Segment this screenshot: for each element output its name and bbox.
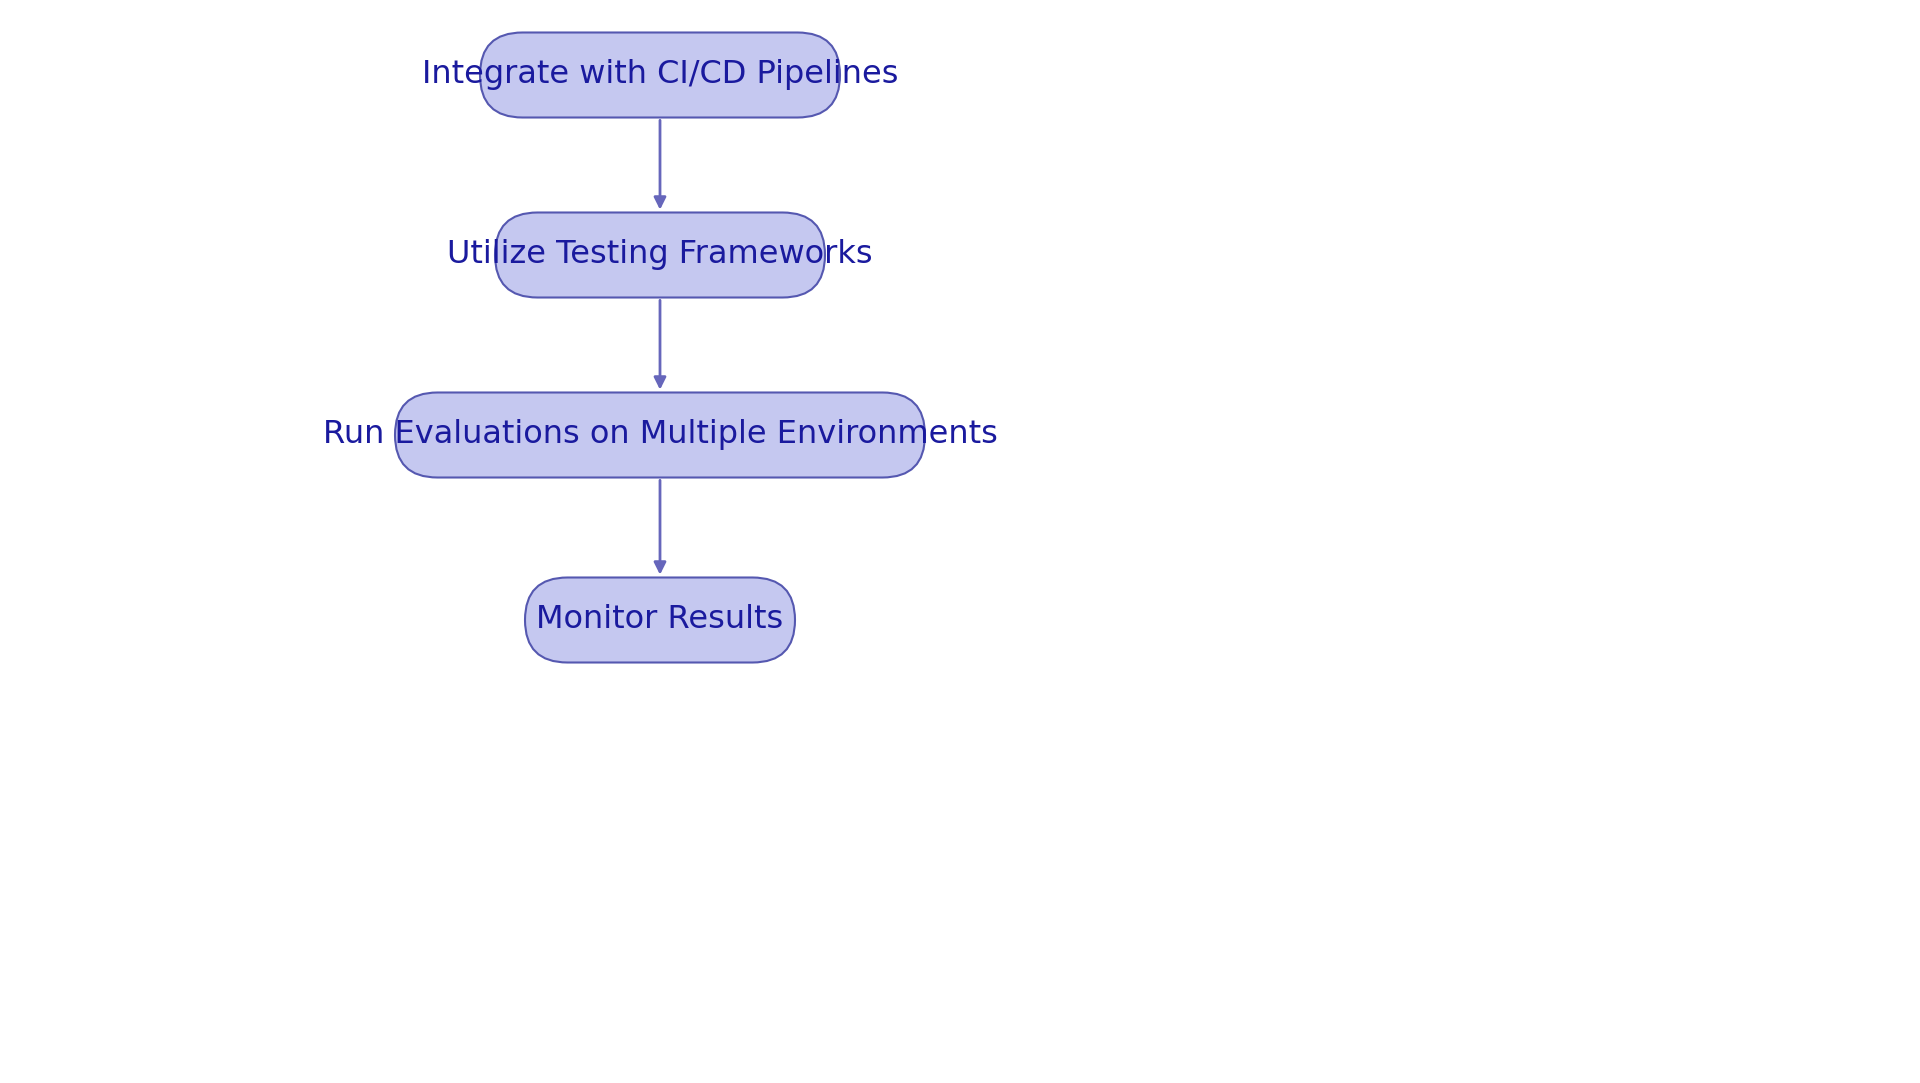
Text: Utilize Testing Frameworks: Utilize Testing Frameworks: [447, 239, 874, 271]
FancyBboxPatch shape: [495, 212, 826, 298]
FancyBboxPatch shape: [524, 577, 795, 663]
FancyBboxPatch shape: [480, 32, 841, 117]
Text: Monitor Results: Monitor Results: [536, 604, 783, 636]
Text: Run Evaluations on Multiple Environments: Run Evaluations on Multiple Environments: [323, 419, 996, 451]
FancyBboxPatch shape: [396, 392, 925, 478]
Text: Integrate with CI/CD Pipelines: Integrate with CI/CD Pipelines: [422, 60, 899, 91]
